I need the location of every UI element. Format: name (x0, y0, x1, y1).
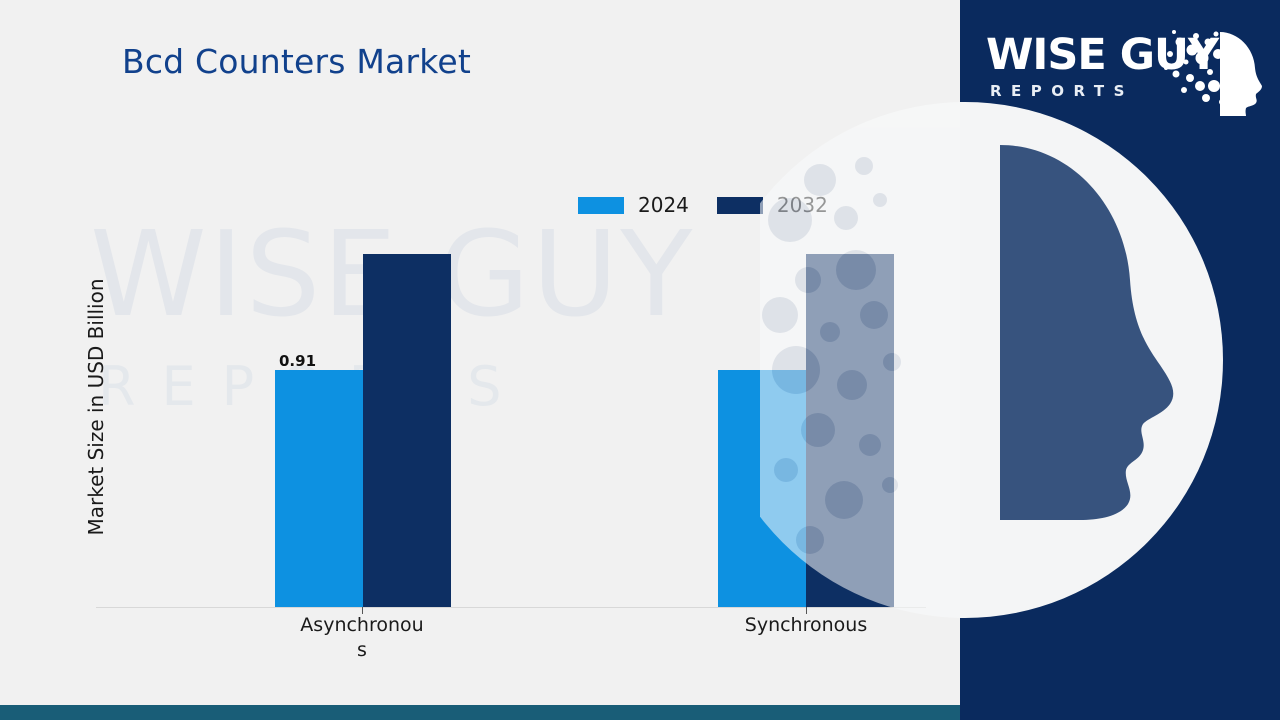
bar-asynchronous-2024[interactable] (275, 370, 363, 607)
brand-logo: WISE GUY REPORTS (980, 30, 1262, 116)
bottom-accent-strip (0, 705, 960, 720)
brand-graphic (960, 102, 1223, 618)
chart-panel: WISE GUY REPORTS Bcd Counters Market Mar… (0, 42, 960, 720)
x-label-synchronous: Synchronous (706, 613, 906, 638)
head-profile-icon (1164, 30, 1262, 116)
x-tick-asynchronous (362, 607, 363, 614)
page-title: Bcd Counters Market (122, 42, 472, 81)
bar-asynchronous-2032[interactable] (363, 254, 451, 607)
x-label-synchronous-line-1: Synchronous (744, 614, 868, 636)
legend-item-2024[interactable]: 2024 (578, 193, 689, 217)
x-label-asynchronous: Asynchronou s (262, 613, 462, 663)
x-label-asynchronous-line-2: s (357, 639, 367, 661)
legend-swatch-2032 (716, 196, 763, 214)
x-tick-synchronous (806, 607, 807, 614)
brand-logo-subtext: REPORTS (990, 82, 1134, 100)
decorative-circle-left-half (760, 102, 960, 618)
legend-label-2024: 2024 (638, 193, 689, 217)
brand-panel: WISE GUY REPORTS (960, 0, 1280, 720)
x-axis-baseline (96, 607, 926, 608)
bar-group-asynchronous (275, 254, 451, 607)
x-label-asynchronous-line-1: Asynchronou (300, 614, 424, 636)
bar-value-asynchronous-2024: 0.91 (279, 352, 317, 370)
legend-swatch-2024 (578, 196, 624, 214)
